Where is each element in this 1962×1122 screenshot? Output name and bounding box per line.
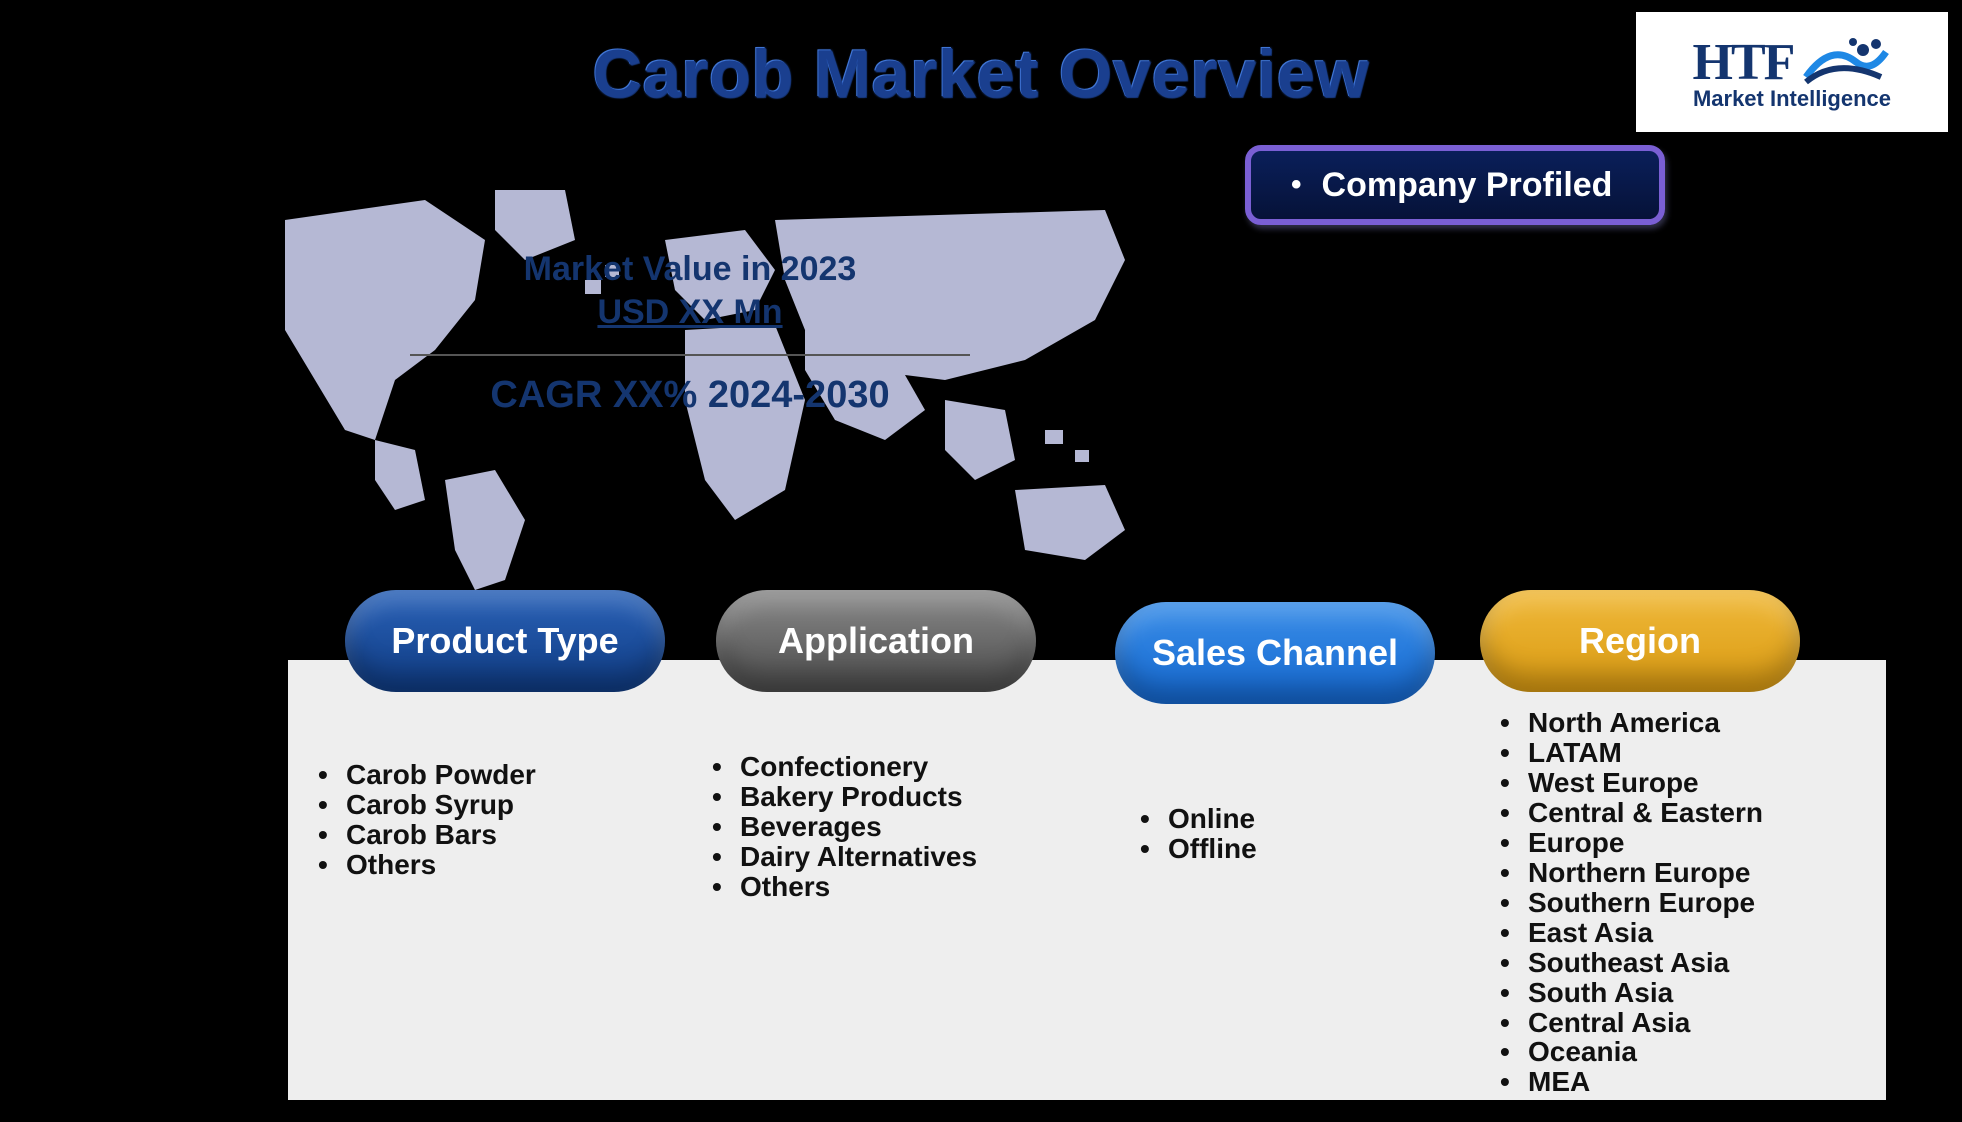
overlay-divider <box>410 354 970 356</box>
market-value-overlay: Market Value in 2023 USD XX Mn CAGR XX% … <box>395 250 985 417</box>
pill-label-region: Region <box>1579 620 1701 662</box>
list-item: Central Asia <box>1500 1008 1763 1038</box>
list-region: North AmericaLATAMWest EuropeCentral & E… <box>1500 708 1763 1097</box>
list-product_type: Carob PowderCarob SyrupCarob BarsOthers <box>318 760 536 880</box>
list-item: Europe <box>1500 828 1763 858</box>
list-application: ConfectioneryBakery ProductsBeveragesDai… <box>712 752 977 902</box>
list-item: North America <box>1500 708 1763 738</box>
list-item: Others <box>318 850 536 880</box>
logo: HTF Market Intelligence <box>1636 12 1948 132</box>
list-item: South Asia <box>1500 978 1763 1008</box>
page-title: Carob Market Overview <box>593 35 1370 113</box>
list-sales_channel: OnlineOffline <box>1140 804 1257 864</box>
list-item: LATAM <box>1500 738 1763 768</box>
pill-product_type: Product Type <box>345 590 665 692</box>
company-profiled-badge: Company Profiled <box>1245 145 1665 225</box>
list-item: Carob Bars <box>318 820 536 850</box>
company-profiled-label: Company Profiled <box>1322 166 1613 205</box>
list-item: Northern Europe <box>1500 858 1763 888</box>
list-item: Southern Europe <box>1500 888 1763 918</box>
pill-label-application: Application <box>778 620 974 662</box>
pill-label-product_type: Product Type <box>391 620 618 662</box>
list-item: Oceania <box>1500 1037 1763 1067</box>
list-item: Confectionery <box>712 752 977 782</box>
list-item: West Europe <box>1500 768 1763 798</box>
logo-text: HTF <box>1693 33 1794 92</box>
list-item: Southeast Asia <box>1500 948 1763 978</box>
list-item: Dairy Alternatives <box>712 842 977 872</box>
list-item: Beverages <box>712 812 977 842</box>
logo-swoosh-icon <box>1801 32 1891 92</box>
list-item: Online <box>1140 804 1257 834</box>
list-item: Bakery Products <box>712 782 977 812</box>
market-value-amount: USD XX Mn <box>395 293 985 332</box>
list-item: Carob Syrup <box>318 790 536 820</box>
pill-label-sales_channel: Sales Channel <box>1152 632 1398 674</box>
list-item: Offline <box>1140 834 1257 864</box>
list-item: East Asia <box>1500 918 1763 948</box>
pill-sales_channel: Sales Channel <box>1115 602 1435 704</box>
list-item: Carob Powder <box>318 760 536 790</box>
cagr-label: CAGR XX% 2024-2030 <box>395 374 985 417</box>
pill-application: Application <box>716 590 1036 692</box>
market-value-label: Market Value in 2023 <box>395 250 985 289</box>
list-item: MEA <box>1500 1067 1763 1097</box>
list-item: Central & Eastern <box>1500 798 1763 828</box>
pill-region: Region <box>1480 590 1800 692</box>
list-item: Others <box>712 872 977 902</box>
